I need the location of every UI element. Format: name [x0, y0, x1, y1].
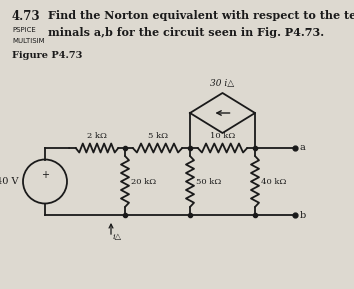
Text: 30 i△: 30 i△ [210, 79, 235, 88]
Text: 50 kΩ: 50 kΩ [196, 177, 221, 186]
Text: +: + [41, 170, 49, 179]
Text: 5 kΩ: 5 kΩ [148, 132, 167, 140]
Text: b: b [300, 210, 306, 220]
Text: PSPICE: PSPICE [12, 27, 36, 33]
Text: 2 kΩ: 2 kΩ [87, 132, 107, 140]
Text: minals a,b for the circuit seen in Fig. P4.73.: minals a,b for the circuit seen in Fig. … [48, 27, 324, 38]
Text: 20 kΩ: 20 kΩ [131, 177, 156, 186]
Text: 10 kΩ: 10 kΩ [210, 132, 235, 140]
Text: 40 V: 40 V [0, 177, 19, 186]
Text: MULTISIM: MULTISIM [12, 38, 45, 44]
Text: i△: i△ [113, 233, 122, 241]
Text: 40 kΩ: 40 kΩ [261, 177, 286, 186]
Text: a: a [300, 144, 306, 153]
Text: 4.73: 4.73 [12, 10, 41, 23]
Text: Figure P4.73: Figure P4.73 [12, 51, 82, 60]
Text: Find the Norton equivalent with respect to the ter-: Find the Norton equivalent with respect … [48, 10, 354, 21]
